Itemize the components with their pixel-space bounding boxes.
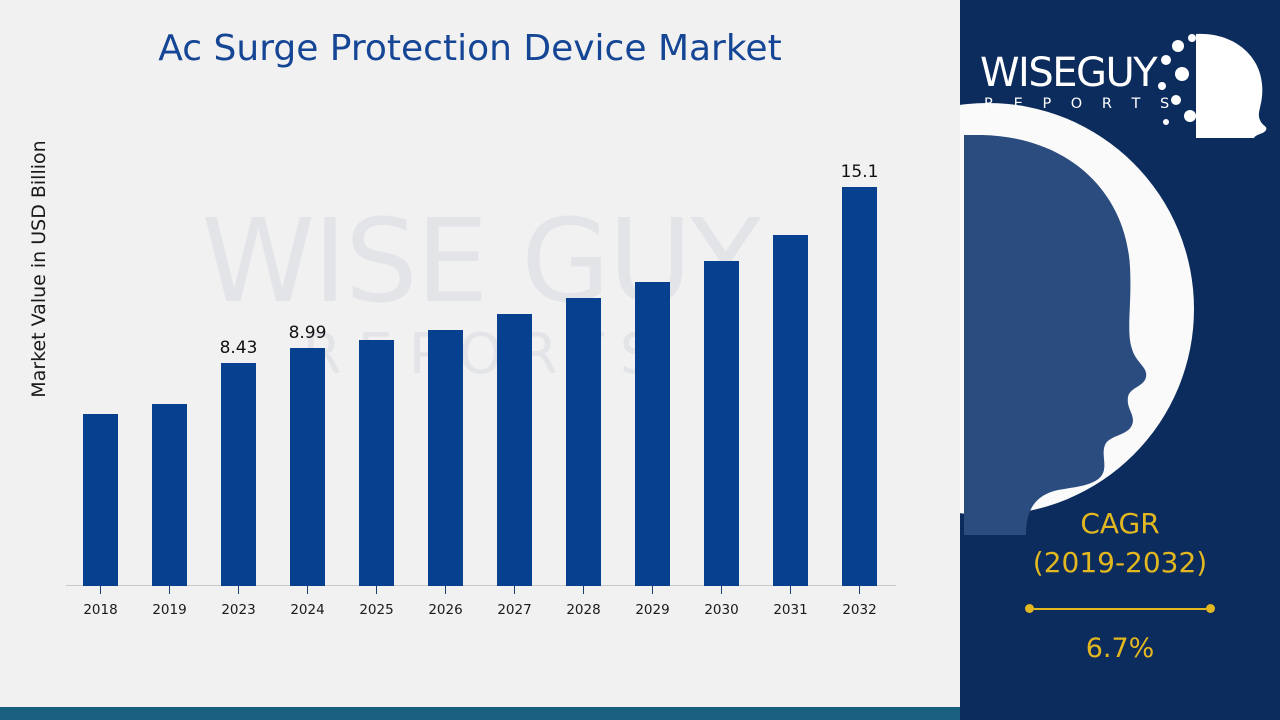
bar-group: 2018 bbox=[66, 150, 135, 618]
x-axis-tick bbox=[583, 586, 584, 594]
divider-line bbox=[1029, 608, 1211, 610]
cagr-period: (2019-2032) bbox=[1032, 545, 1208, 579]
y-axis-label: Market Value in USD Billion bbox=[28, 140, 50, 398]
x-axis-tick bbox=[790, 586, 791, 594]
x-axis-tick bbox=[652, 586, 653, 594]
x-axis-tick-label: 2023 bbox=[221, 602, 256, 618]
bar-group: 8.43 2023 bbox=[204, 150, 273, 618]
bar-group: 2025 bbox=[342, 150, 411, 618]
x-axis-tick-label: 2019 bbox=[152, 602, 187, 618]
divider-dot-right bbox=[1206, 604, 1215, 614]
chart-title: Ac Surge Protection Device Market bbox=[158, 28, 782, 69]
bar bbox=[842, 187, 877, 586]
x-axis-tick bbox=[100, 586, 101, 594]
bar-group: 2028 bbox=[549, 150, 618, 618]
x-axis-tick bbox=[238, 586, 239, 594]
bar bbox=[497, 314, 532, 586]
x-axis-tick-label: 2025 bbox=[359, 602, 394, 618]
bar-group: 2027 bbox=[480, 150, 549, 618]
bar-group: 2019 bbox=[135, 150, 204, 618]
bar-group: 2031 bbox=[756, 150, 825, 618]
head-profile-silhouette-icon bbox=[964, 135, 1147, 535]
cagr-block: CAGR (2019-2032) 6.7% bbox=[960, 505, 1280, 664]
bar bbox=[566, 298, 601, 586]
x-axis-tick bbox=[721, 586, 722, 594]
cagr-label: CAGR bbox=[1080, 507, 1160, 540]
decorative-dots bbox=[960, 150, 1090, 490]
x-axis-tick bbox=[307, 586, 308, 594]
brand-logo: WISEGUY R E P O R T S bbox=[974, 28, 1274, 138]
brand-head-profile-icon bbox=[1158, 33, 1267, 138]
bar-value-label: 15.1 bbox=[840, 162, 879, 182]
x-axis-tick-label: 2032 bbox=[842, 602, 877, 618]
bar bbox=[635, 282, 670, 586]
x-axis-tick-label: 2024 bbox=[290, 602, 325, 618]
x-axis-tick-label: 2018 bbox=[83, 602, 118, 618]
bar-value-label: 8.43 bbox=[219, 338, 258, 358]
x-axis-baseline bbox=[66, 585, 896, 586]
bar bbox=[773, 235, 808, 586]
x-axis-tick-label: 2027 bbox=[497, 602, 532, 618]
x-axis-tick bbox=[514, 586, 515, 594]
bar-group: 2026 bbox=[411, 150, 480, 618]
bar-group: 2029 bbox=[618, 150, 687, 618]
bar-group: 8.99 2024 bbox=[273, 150, 342, 618]
x-axis-tick-label: 2026 bbox=[428, 602, 463, 618]
chart-panel: WISE GUY REPORTS Ac Surge Protection Dev… bbox=[0, 28, 960, 720]
bar bbox=[359, 340, 394, 586]
bar bbox=[428, 330, 463, 586]
cagr-value: 6.7% bbox=[1085, 633, 1155, 665]
x-axis-tick bbox=[169, 586, 170, 594]
x-axis-tick-label: 2029 bbox=[635, 602, 670, 618]
x-axis-tick-label: 2030 bbox=[704, 602, 739, 618]
x-axis-tick-label: 2028 bbox=[566, 602, 601, 618]
bar-group: 2030 bbox=[687, 150, 756, 618]
brand-logo-tagline: R E P O R T S bbox=[984, 96, 1177, 112]
x-axis-tick bbox=[859, 586, 860, 594]
bottom-accent-strip bbox=[0, 707, 960, 720]
bar-value-label: 8.99 bbox=[288, 323, 327, 343]
bar bbox=[83, 414, 118, 586]
bar bbox=[221, 363, 256, 586]
x-axis-tick bbox=[376, 586, 377, 594]
bar bbox=[152, 404, 187, 586]
plot-area: 2018 2019 8.43 2023 8.99 2024 2025 2026 2027 2028… bbox=[66, 150, 896, 618]
cagr-divider bbox=[1025, 604, 1215, 614]
x-axis-tick-label: 2031 bbox=[773, 602, 808, 618]
bar bbox=[704, 261, 739, 586]
bar-group: 15.1 2032 bbox=[825, 150, 894, 618]
side-panel: WISEGUY R E P O R T S CAGR (2019-2032) bbox=[960, 0, 1280, 720]
brand-logo-wordmark: WISEGUY bbox=[980, 50, 1158, 96]
x-axis-tick bbox=[445, 586, 446, 594]
bar bbox=[290, 348, 325, 586]
